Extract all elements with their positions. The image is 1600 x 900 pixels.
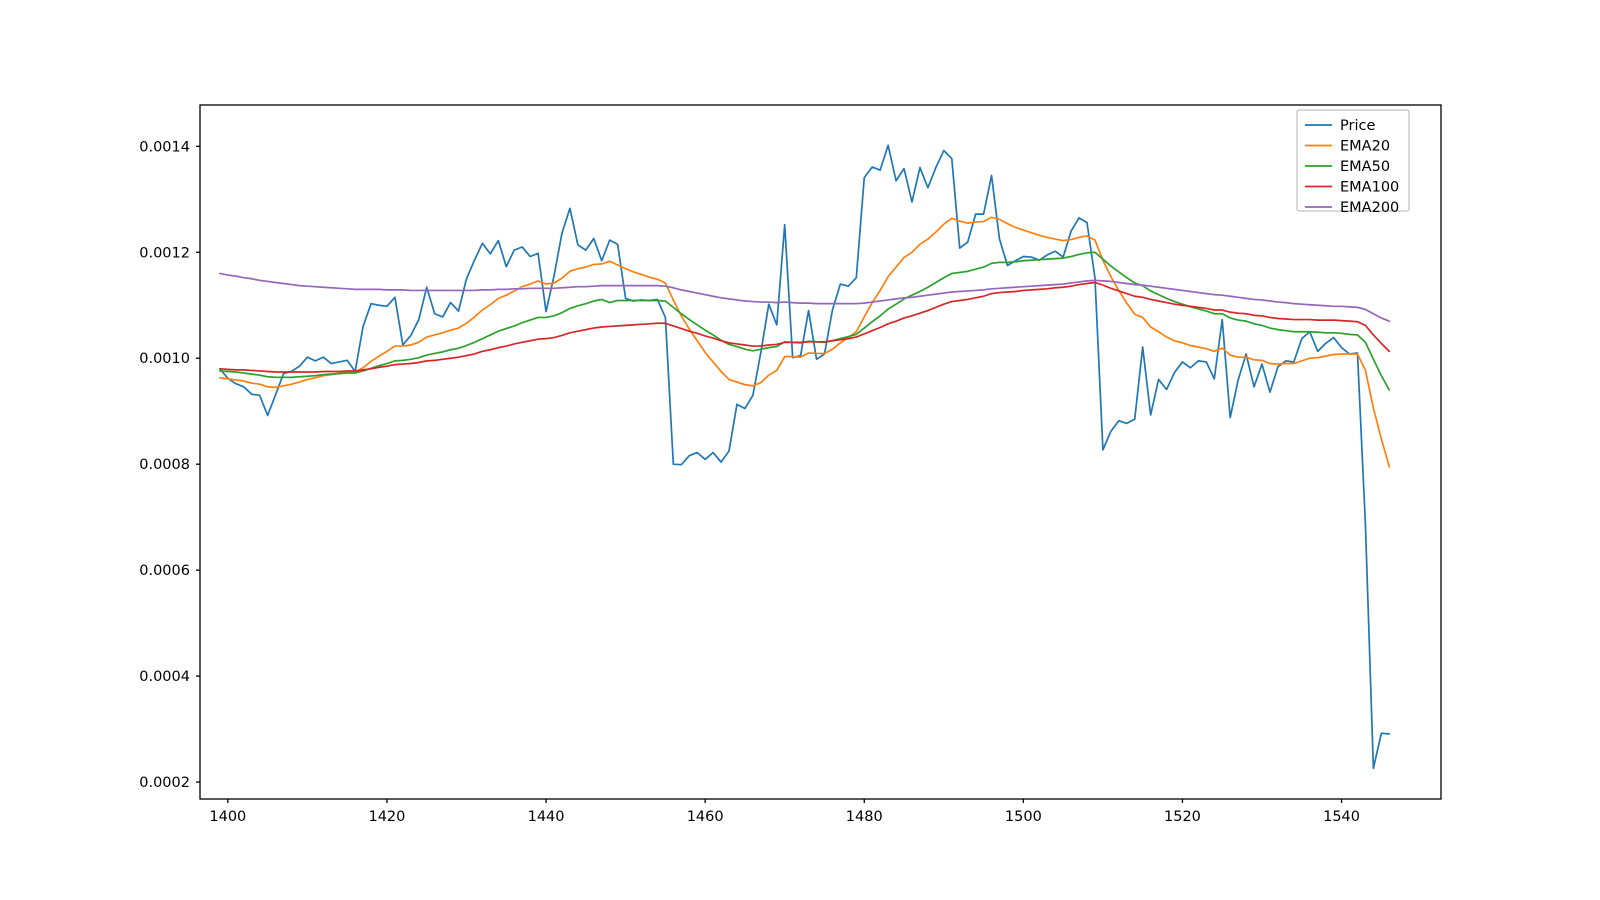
- series-line-ema100: [219, 281, 1391, 373]
- legend-label-ema50: EMA50: [1340, 159, 1390, 175]
- y-tick-label: 0.0012: [139, 245, 190, 261]
- series-line-price: [219, 144, 1391, 770]
- legend-label-price: Price: [1340, 118, 1375, 134]
- axes-spines: [199, 104, 1442, 800]
- y-tick-label: 0.0014: [139, 139, 190, 155]
- x-tick-label: 1480: [846, 809, 883, 825]
- legend-label-ema200: EMA200: [1340, 200, 1399, 216]
- x-tick-label: 1540: [1323, 809, 1360, 825]
- x-tick-label: 1500: [1005, 809, 1042, 825]
- x-tick-label: 1420: [368, 809, 405, 825]
- x-tick-label: 1400: [209, 809, 246, 825]
- y-tick-label: 0.0004: [139, 669, 190, 685]
- data-series-group: [219, 144, 1391, 770]
- chart-legend[interactable]: Price EMA20 EMA50 EMA100 EMA200: [1296, 109, 1410, 216]
- series-line-ema200: [219, 272, 1391, 322]
- axes-frame: [199, 104, 1442, 800]
- x-tick-label: 1460: [687, 809, 724, 825]
- x-tick-label: 1440: [528, 809, 565, 825]
- axes-background: [200, 105, 1441, 799]
- y-tick-label: 0.0010: [139, 351, 190, 367]
- x-tick-label: 1520: [1164, 809, 1201, 825]
- y-tick-label: 0.0006: [139, 563, 190, 579]
- x-axis-ticks: 1400 1420 1440 1460 1480 1500 1520 1540: [209, 799, 1360, 825]
- y-axis-ticks: 0.0002 0.0004 0.0006 0.0008 0.0010 0.0012 0.00…: [139, 139, 200, 791]
- legend-label-ema100: EMA100: [1340, 180, 1399, 196]
- legend-label-ema20: EMA20: [1340, 139, 1390, 155]
- y-tick-label: 0.0002: [139, 775, 190, 791]
- y-tick-label: 0.0008: [139, 457, 190, 473]
- series-line-ema20: [219, 216, 1391, 468]
